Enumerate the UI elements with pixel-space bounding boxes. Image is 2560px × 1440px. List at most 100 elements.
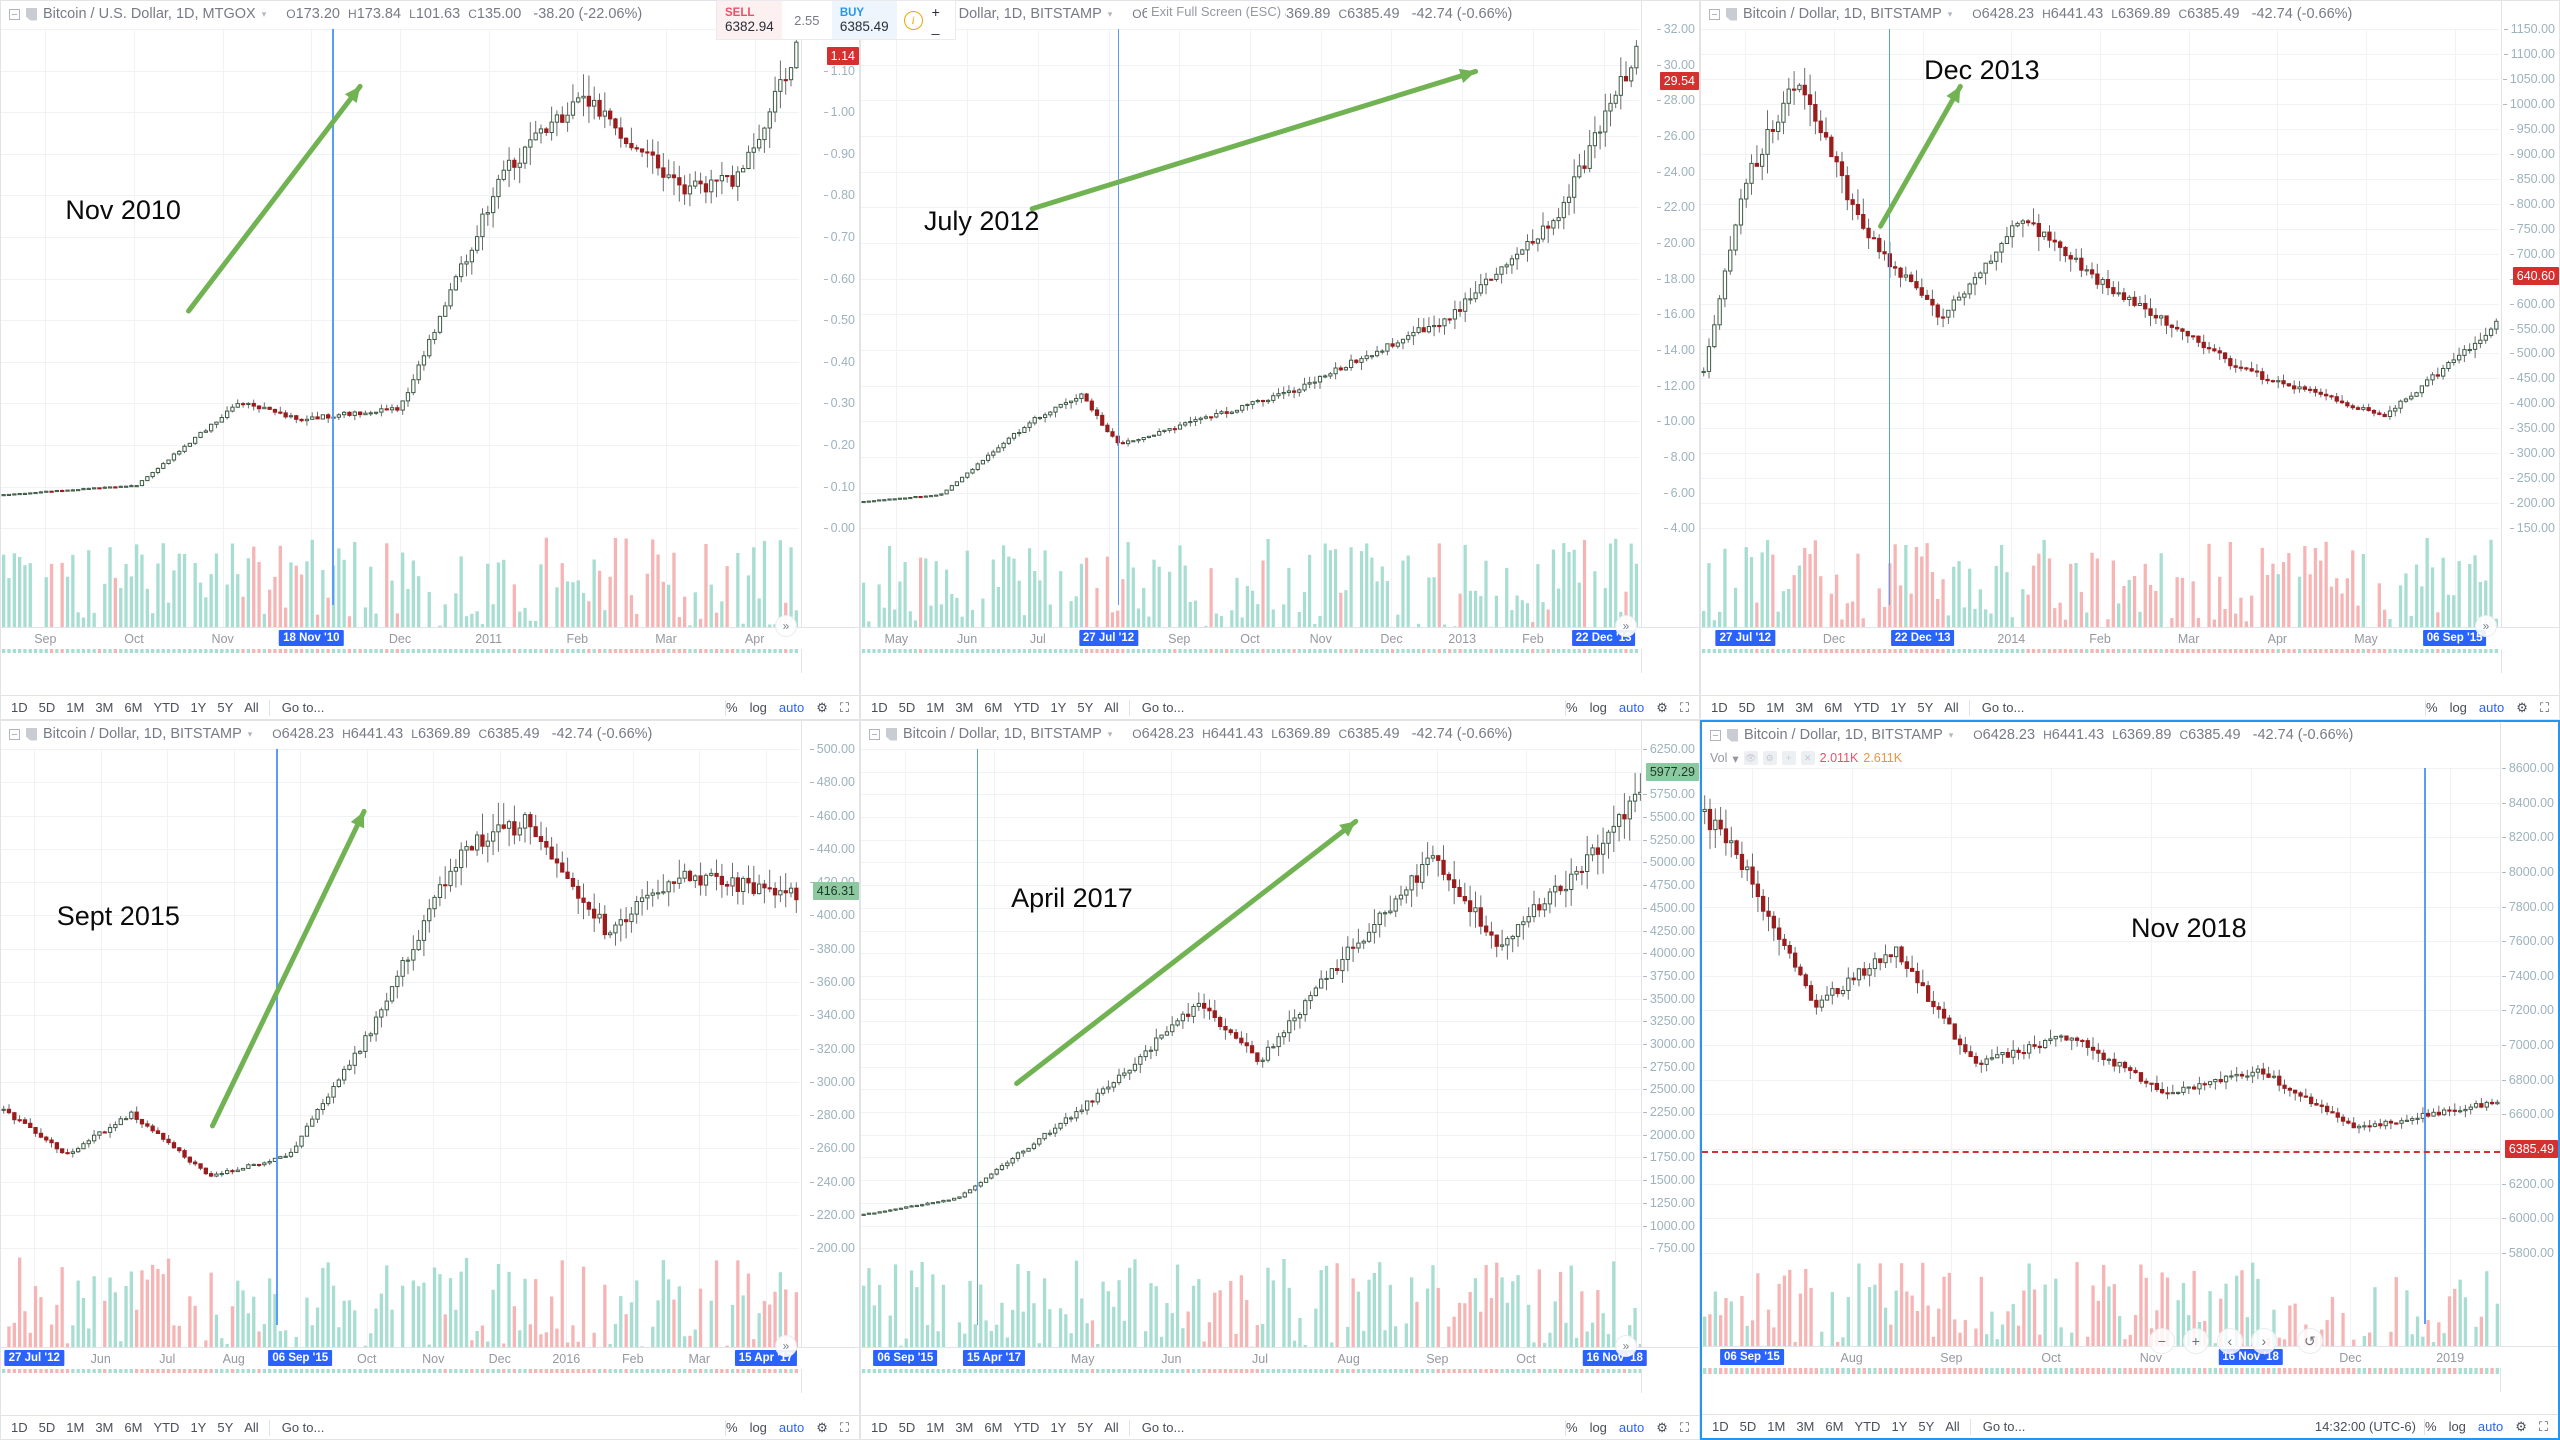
scroll-to-realtime-icon[interactable]: »	[2475, 615, 2497, 637]
gear-icon[interactable]: ⚙	[1762, 751, 1777, 765]
auto-scale-toggle[interactable]: auto	[2477, 1419, 2504, 1434]
collapse-icon[interactable]	[869, 728, 880, 740]
range-all[interactable]: All	[244, 700, 259, 715]
range-3m[interactable]: 3M	[955, 700, 974, 715]
collapse-icon[interactable]	[9, 8, 20, 20]
range-5d[interactable]: 5D	[38, 1420, 56, 1435]
range-5d[interactable]: 5D	[38, 700, 56, 715]
indicator-row[interactable]: Vol ▾ 👁 ⚙ + ✕ 2.011K 2.611K	[1702, 748, 2558, 768]
panel-july-2012[interactable]: Bitcoin / Dollar, 1D, BITSTAMP▾O6428.23 …	[860, 0, 1700, 720]
collapse-icon[interactable]	[9, 728, 20, 740]
range-ytd[interactable]: YTD	[1853, 700, 1880, 715]
chevron-down-icon[interactable]: ▾	[1947, 8, 1953, 19]
goto-input[interactable]: Go to...	[1141, 700, 1185, 715]
auto-scale-toggle[interactable]: auto	[1618, 1420, 1645, 1435]
range-selector[interactable]: 1D 5D 1M 3M 6M YTD 1Y 5Y All	[1702, 1419, 1970, 1434]
range-1d[interactable]: 1D	[871, 700, 888, 715]
scroll-right-button[interactable]: ›	[2250, 1328, 2277, 1354]
range-ytd[interactable]: YTD	[153, 1420, 180, 1435]
scroll-to-realtime-icon[interactable]: »	[1615, 1335, 1637, 1357]
chart-bottom-toolbar[interactable]: 1D 5D 1M 3M 6M YTD 1Y 5Y All Go to...% log auto ⚙ ⛶	[861, 695, 1699, 719]
range-5d[interactable]: 5D	[898, 700, 916, 715]
range-1y[interactable]: 1Y	[1891, 1419, 1908, 1434]
chart-navigation-controls[interactable]: − + ‹ › ↺	[2148, 1328, 2323, 1354]
range-1d[interactable]: 1D	[1711, 700, 1728, 715]
price-pane[interactable]	[1702, 768, 2500, 1374]
range-1y[interactable]: 1Y	[190, 1420, 207, 1435]
price-axis[interactable]: 32.00 30.00 28.00 26.00 24.00 22.00 20.00 18.00…	[1641, 1, 1699, 673]
fullscreen-icon[interactable]: ⛶	[1679, 1419, 1689, 1435]
log-scale-toggle[interactable]: log	[2448, 1419, 2466, 1434]
percent-scale-toggle[interactable]: %	[2426, 700, 2438, 715]
fullscreen-icon[interactable]: ⛶	[2539, 699, 2549, 715]
range-selector[interactable]: 1D 5D 1M 3M 6M YTD 1Y 5Y All	[861, 1420, 1129, 1435]
decrease-button[interactable]: _	[931, 19, 940, 35]
panel-april-2017[interactable]: Bitcoin / Dollar, 1D, BITSTAMP ▾ O6428.23 …	[860, 720, 1700, 1440]
range-1y[interactable]: 1Y	[1890, 700, 1907, 715]
chevron-down-icon[interactable]: ▾	[1107, 728, 1113, 739]
add-icon[interactable]: +	[1781, 751, 1796, 765]
symbol-title[interactable]: Bitcoin / Dollar, 1D, BITSTAMP	[903, 726, 1102, 742]
range-all[interactable]: All	[1945, 1419, 1960, 1434]
chart-plot-area[interactable]: Sept 2015500.00480.00460.00440.00420.004…	[1, 721, 859, 1393]
range-selector[interactable]: 1D 5D 1M 3M 6M YTD 1Y 5Y All	[1, 700, 269, 715]
panel-nov-2010[interactable]: Bitcoin / U.S. Dollar, 1D, MTGOX ▾ O173.20…	[0, 0, 860, 720]
reset-chart-button[interactable]: ↺	[2296, 1328, 2323, 1354]
range-3m[interactable]: 3M	[95, 700, 114, 715]
buy-sell-widget[interactable]: SELL 6382.94 2.55 BUY 6385.49 i + _	[716, 0, 956, 40]
range-ytd[interactable]: YTD	[1013, 700, 1040, 715]
chart-plot-area[interactable]: Nov 2018 8600.00 8400.00 8200.00 8000.00 7800…	[1702, 722, 2558, 1392]
auto-scale-toggle[interactable]: auto	[1618, 700, 1645, 715]
range-1d[interactable]: 1D	[11, 1420, 28, 1435]
range-selector[interactable]: 1D 5D 1M 3M 6M YTD 1Y 5Y All	[861, 700, 1129, 715]
gear-icon[interactable]: ⚙	[816, 1419, 828, 1435]
range-6m[interactable]: 6M	[984, 700, 1003, 715]
date-axis[interactable]: Sep Oct Nov 18 Nov '10 Dec 2011 Feb Mar Apr	[1, 627, 859, 649]
gear-icon[interactable]: ⚙	[2516, 699, 2528, 715]
symbol-title[interactable]: Bitcoin / Dollar, 1D, BITSTAMP	[1744, 727, 1943, 743]
range-1y[interactable]: 1Y	[1050, 700, 1067, 715]
range-all[interactable]: All	[1104, 700, 1119, 715]
percent-scale-toggle[interactable]: %	[2425, 1419, 2437, 1434]
panel-sept-2015[interactable]: Bitcoin / Dollar, 1D, BITSTAMP ▾ O6428.23 …	[0, 720, 860, 1440]
chart-bottom-toolbar[interactable]: 1D 5D 1M 3M 6M YTD 1Y 5Y All Go to...% log auto ⚙ ⛶	[1, 695, 859, 719]
date-axis[interactable]: May Jun Jul 27 Jul '12 Sep Oct Nov Dec 2013 Feb 22…	[861, 627, 1699, 649]
fullscreen-icon[interactable]: ⛶	[839, 1419, 849, 1435]
chevron-down-icon[interactable]: ▾	[1732, 751, 1739, 766]
close-icon[interactable]: ✕	[1800, 751, 1815, 765]
date-axis[interactable]: 27 Jul '12 Dec 22 Dec '13 2014 Feb Mar Apr May 0…	[1701, 627, 2559, 649]
log-scale-toggle[interactable]: log	[2449, 700, 2467, 715]
percent-scale-toggle[interactable]: %	[726, 700, 738, 715]
price-pane[interactable]	[1, 749, 799, 1373]
range-selector[interactable]: 1D 5D 1M 3M 6M YTD 1Y 5Y All	[1, 1420, 269, 1435]
gear-icon[interactable]: ⚙	[816, 699, 828, 715]
gear-icon[interactable]: ⚙	[2515, 1418, 2527, 1434]
range-1m[interactable]: 1M	[66, 1420, 85, 1435]
scroll-left-button[interactable]: ‹	[2216, 1328, 2243, 1354]
percent-scale-toggle[interactable]: %	[1566, 700, 1578, 715]
fullscreen-icon[interactable]: ⛶	[2538, 1418, 2548, 1434]
range-ytd[interactable]: YTD	[1854, 1419, 1881, 1434]
chart-bottom-toolbar[interactable]: 1D 5D 1M 3M 6M YTD 1Y 5Y All Go to...% log auto ⚙ ⛶	[1701, 695, 2559, 719]
range-3m[interactable]: 3M	[1795, 700, 1814, 715]
range-5y[interactable]: 5Y	[1077, 1420, 1094, 1435]
auto-scale-toggle[interactable]: auto	[778, 700, 805, 715]
range-all[interactable]: All	[1944, 700, 1959, 715]
buy-button[interactable]: BUY 6385.49	[831, 1, 897, 39]
info-icon[interactable]: i	[897, 1, 930, 39]
goto-input[interactable]: Go to...	[1981, 700, 2025, 715]
auto-scale-toggle[interactable]: auto	[2478, 700, 2505, 715]
range-ytd[interactable]: YTD	[153, 700, 180, 715]
log-scale-toggle[interactable]: log	[749, 700, 767, 715]
range-5y[interactable]: 5Y	[217, 1420, 234, 1435]
zoom-out-button[interactable]: −	[2148, 1328, 2175, 1354]
range-all[interactable]: All	[244, 1420, 259, 1435]
symbol-title[interactable]: Bitcoin / U.S. Dollar, 1D, MTGOX	[43, 6, 256, 22]
range-1d[interactable]: 1D	[871, 1420, 888, 1435]
range-1m[interactable]: 1M	[926, 700, 945, 715]
range-3m[interactable]: 3M	[955, 1420, 974, 1435]
range-5y[interactable]: 5Y	[217, 700, 234, 715]
scroll-to-realtime-icon[interactable]: »	[775, 615, 797, 637]
sell-button[interactable]: SELL 6382.94	[717, 1, 782, 39]
log-scale-toggle[interactable]: log	[1589, 700, 1607, 715]
